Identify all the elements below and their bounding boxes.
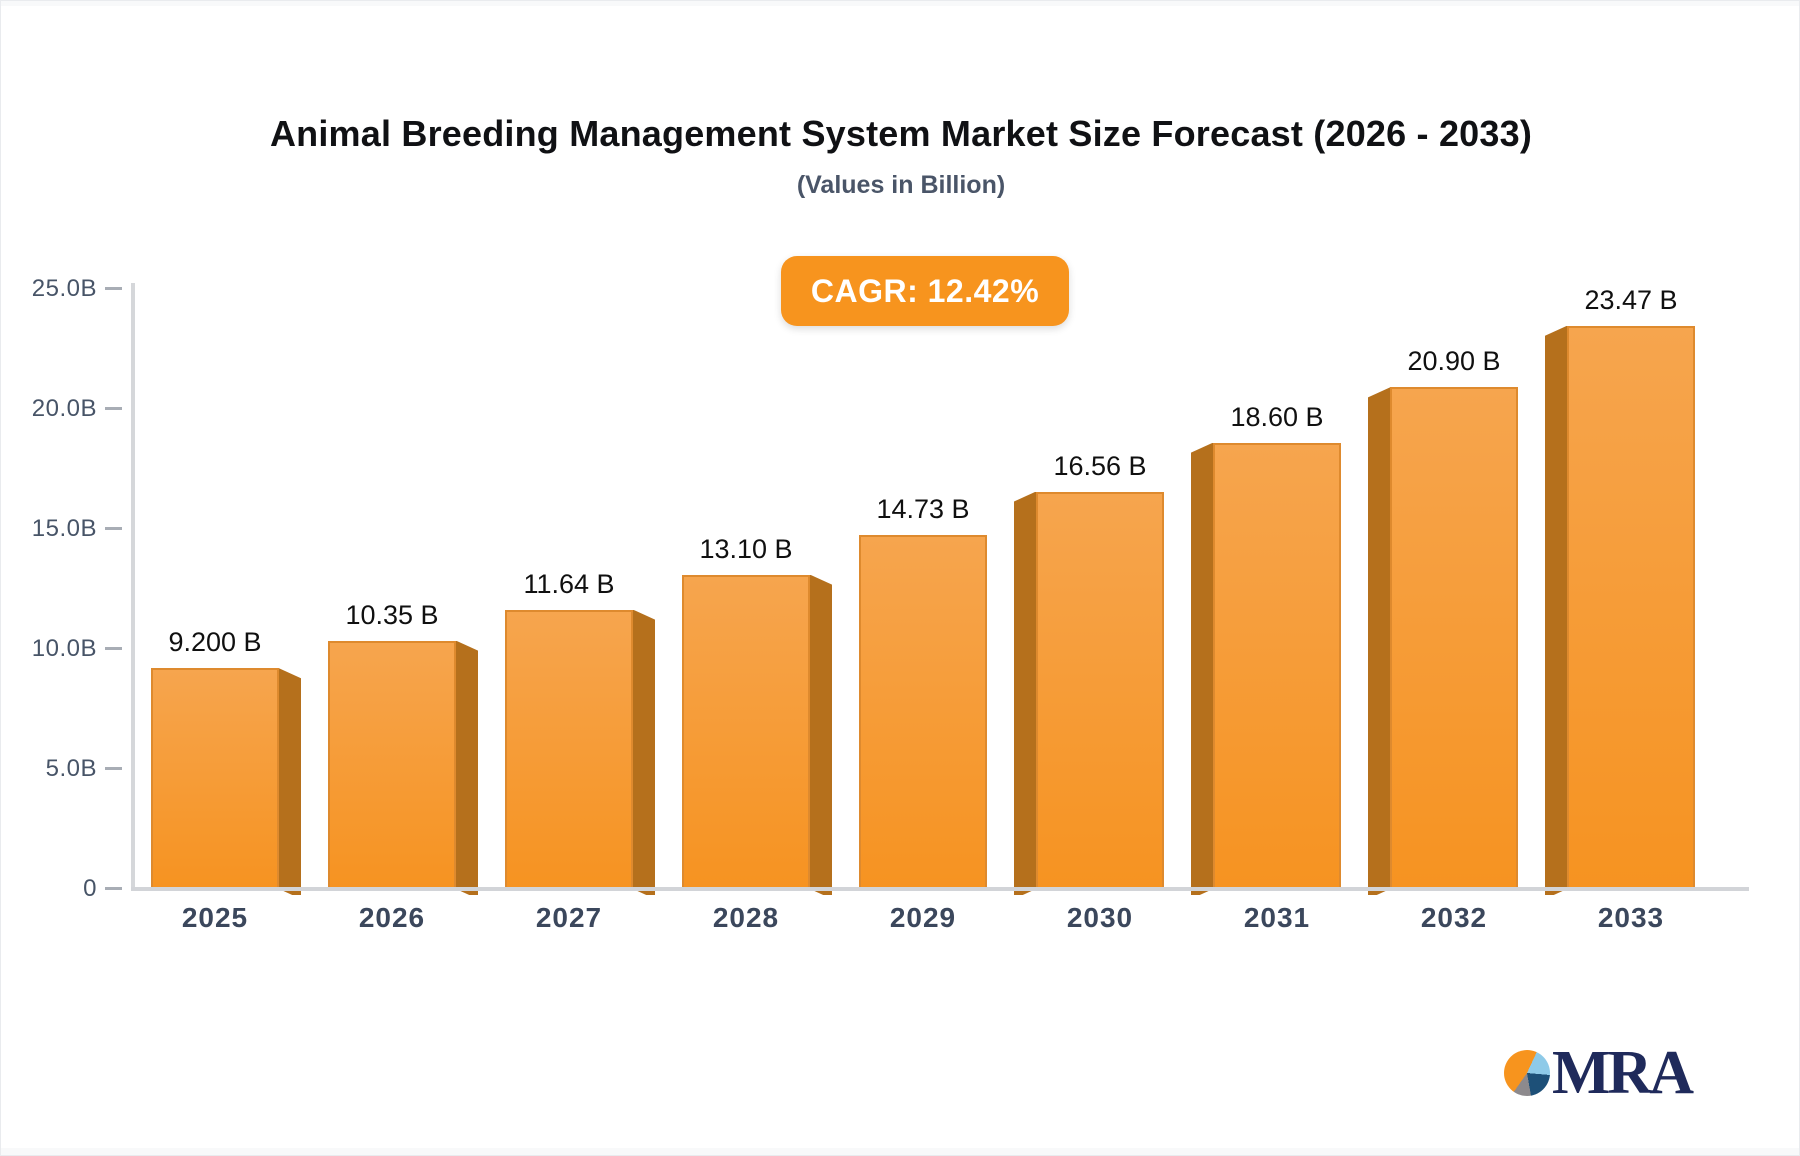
y-tick-label: 5.0B xyxy=(45,755,97,782)
brand-logo: MRA xyxy=(1504,1039,1714,1107)
y-tick-label: 10.0B xyxy=(31,635,97,662)
y-tick-label: 0 xyxy=(83,875,97,902)
bar-value-label: 13.10 B xyxy=(699,533,793,564)
y-axis-line xyxy=(131,283,135,891)
bar-value-label: 18.60 B xyxy=(1230,401,1324,432)
x-axis-year-label: 2032 xyxy=(1420,902,1488,933)
bar-side-face xyxy=(279,668,301,895)
chart-subtitle: (Values in Billion) xyxy=(796,171,1006,199)
bar-value-label: 16.56 B xyxy=(1053,450,1147,481)
y-tick-label: 25.0B xyxy=(31,275,97,302)
bar-2029 xyxy=(859,535,987,889)
bar-2028 xyxy=(682,574,810,889)
y-tick-mark xyxy=(105,767,122,770)
logo-text: MRA xyxy=(1552,1039,1694,1107)
bar-2031 xyxy=(1213,442,1341,889)
bar-value-label: 10.35 B xyxy=(345,599,439,630)
bar-2027 xyxy=(505,609,633,889)
bar-2025 xyxy=(151,668,279,889)
cagr-badge: CAGR: 12.42% xyxy=(781,256,1069,326)
bar-side-face xyxy=(1368,387,1390,895)
bar-value-label: 11.64 B xyxy=(523,568,615,599)
x-axis-line xyxy=(131,887,1749,891)
top-edge-strip xyxy=(1,1,1799,6)
bar-side-face xyxy=(1545,326,1567,895)
bar-side-face xyxy=(810,575,832,895)
bar-value-label: 14.73 B xyxy=(876,494,970,525)
x-axis-year-label: 2025 xyxy=(181,902,249,933)
x-axis-year-label: 2033 xyxy=(1597,902,1665,933)
x-axis-year-label: 2028 xyxy=(712,902,780,933)
y-tick-mark xyxy=(105,287,122,290)
cagr-badge-label: CAGR: 12.42% xyxy=(810,272,1040,309)
y-tick-mark xyxy=(105,887,122,890)
bar-2032 xyxy=(1390,387,1518,889)
y-tick-label: 20.0B xyxy=(31,395,97,422)
bar-2033 xyxy=(1567,325,1695,889)
x-axis-year-label: 2030 xyxy=(1066,902,1134,933)
bar-side-face xyxy=(1014,492,1036,895)
chart-title: Animal Breeding Management System Market… xyxy=(269,113,1533,154)
bar-2030 xyxy=(1036,491,1164,889)
pie-chart-icon xyxy=(1504,1050,1550,1096)
bar-value-label: 9.200 B xyxy=(168,627,262,658)
x-axis-year-label: 2027 xyxy=(535,902,603,933)
bar-2026 xyxy=(328,640,456,889)
bar-value-label: 20.90 B xyxy=(1407,346,1501,377)
x-axis-year-label: 2026 xyxy=(358,902,426,933)
bar-value-label: 23.47 B xyxy=(1584,284,1678,315)
x-axis-year-label: 2031 xyxy=(1243,902,1311,933)
y-tick-mark xyxy=(105,527,122,530)
bar-side-face xyxy=(633,610,655,895)
y-tick-mark xyxy=(105,647,122,650)
y-tick-label: 15.0B xyxy=(31,515,97,542)
bar-side-face xyxy=(456,641,478,895)
x-axis-year-label: 2029 xyxy=(889,902,957,933)
bars-layer: 9.200 B 10.35 B 11.64 B 13.10 B 14.73 B 16.56… xyxy=(1,1,1799,895)
bar-side-face xyxy=(1191,443,1213,895)
y-tick-mark xyxy=(105,407,122,410)
bottom-edge-strip xyxy=(1,1148,1799,1155)
